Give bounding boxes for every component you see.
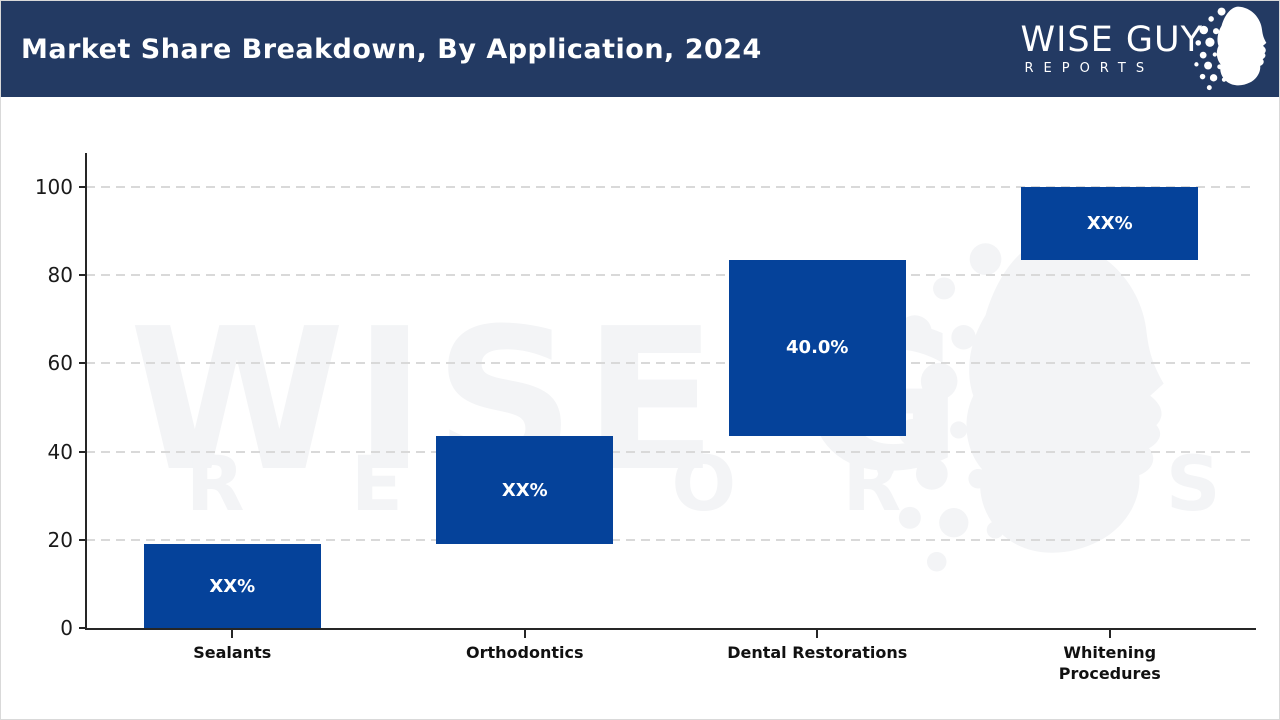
bar-value-label: XX% [501, 479, 548, 501]
x-axis-tick [523, 630, 526, 638]
gridline-y-20 [86, 538, 1256, 541]
bar-sealants: XX% [143, 544, 321, 628]
brand-logo-text: WISE GUY REPORTS [1020, 19, 1203, 76]
y-axis-tick-label: 40 [47, 439, 73, 464]
x-axis-tick [1108, 630, 1111, 638]
bar-orthodontics: XX% [436, 436, 614, 545]
x-axis-line [85, 628, 1256, 630]
gridline-y-80 [86, 274, 1256, 277]
bar-value-label: XX% [209, 575, 256, 597]
y-axis-tick-label: 80 [47, 263, 73, 288]
y-axis-tick [79, 274, 86, 277]
y-axis-tick [79, 538, 86, 541]
y-axis-tick-label: 0 [60, 616, 73, 640]
x-axis-tick [816, 630, 819, 638]
gridline-y-100 [86, 186, 1256, 188]
watermark-text: WISE GU [129, 287, 1138, 515]
x-axis-tick [231, 630, 234, 638]
gridline-y-40 [86, 450, 1256, 453]
y-axis-line [85, 152, 87, 630]
y-axis-tick [79, 186, 86, 188]
y-axis-tick-label: 60 [47, 351, 73, 376]
brand-name: WISE GUY [1020, 19, 1203, 60]
bar-whitening-procedures: XX% [1021, 187, 1199, 260]
page-title: Market Share Breakdown, By Application, … [21, 33, 762, 65]
category-label: Whitening Procedures [1058, 643, 1161, 683]
gridline-y-60 [86, 362, 1256, 365]
chart: WISE GU R E P O R T S 0 20 40 60 80 100 XX% Sea… [1, 97, 1279, 719]
header: Market Share Breakdown, By Application, … [1, 1, 1279, 97]
watermark-face-icon [876, 239, 1164, 572]
y-axis-tick-label: 20 [47, 527, 73, 552]
y-axis-tick [79, 362, 86, 365]
brand-logo: WISE GUY REPORTS [1020, 3, 1275, 95]
y-axis-tick [79, 450, 86, 453]
category-label: Orthodontics [466, 643, 584, 662]
bar-value-label: 40.0% [786, 337, 849, 359]
y-axis-tick-label: 100 [34, 175, 73, 199]
face-logo-icon [1194, 6, 1267, 91]
y-axis-tick [79, 627, 86, 629]
bar-dental-restorations: 40.0% [728, 259, 906, 437]
category-label: Dental Restorations [727, 643, 908, 662]
brand-subtitle: REPORTS [1024, 60, 1155, 76]
category-label: Sealants [193, 643, 272, 662]
bar-value-label: XX% [1086, 212, 1133, 234]
